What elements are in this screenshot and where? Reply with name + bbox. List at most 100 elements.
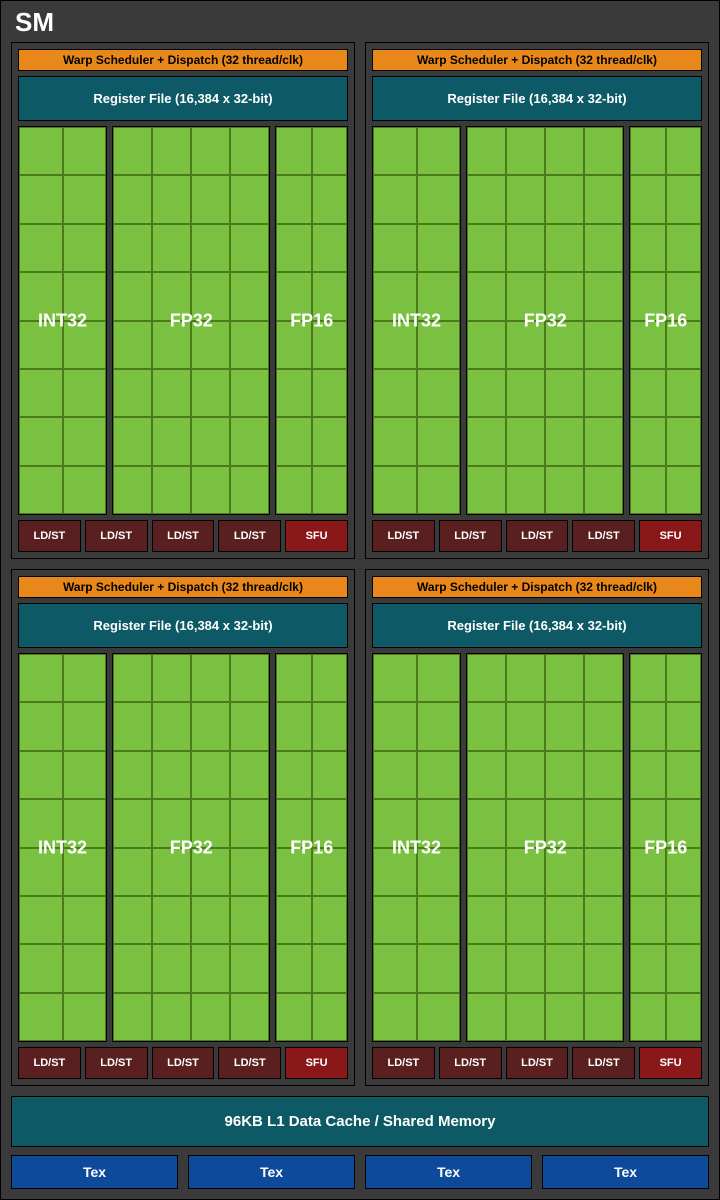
fp16-label: FP16 bbox=[644, 310, 687, 331]
core-cell bbox=[467, 702, 506, 750]
int32-label: INT32 bbox=[392, 837, 441, 858]
core-cell bbox=[506, 466, 545, 514]
core-cell bbox=[113, 224, 152, 272]
core-cell bbox=[113, 127, 152, 175]
core-cell bbox=[584, 417, 623, 465]
int32-column: INT32 bbox=[372, 126, 461, 515]
core-cell bbox=[417, 369, 461, 417]
core-cell bbox=[230, 799, 269, 847]
core-cell bbox=[63, 702, 107, 750]
fp16-label: FP16 bbox=[290, 310, 333, 331]
units-row: LD/STLD/STLD/STLD/STSFU bbox=[18, 1047, 348, 1079]
sfu-unit: SFU bbox=[285, 1047, 348, 1079]
core-cell bbox=[584, 993, 623, 1041]
core-cell bbox=[506, 369, 545, 417]
core-cell bbox=[152, 369, 191, 417]
core-cell bbox=[19, 224, 63, 272]
sfu-unit: SFU bbox=[285, 520, 348, 552]
core-cell bbox=[63, 175, 107, 223]
units-row: LD/STLD/STLD/STLD/STSFU bbox=[372, 1047, 702, 1079]
sm-title: SM bbox=[15, 7, 709, 38]
core-cell bbox=[152, 127, 191, 175]
core-cell bbox=[276, 466, 311, 514]
core-cell bbox=[545, 369, 584, 417]
core-cell bbox=[373, 417, 417, 465]
register-file: Register File (16,384 x 32-bit) bbox=[18, 603, 348, 648]
core-cell bbox=[630, 654, 665, 702]
core-cell bbox=[230, 417, 269, 465]
core-cell bbox=[467, 751, 506, 799]
core-cell bbox=[312, 993, 347, 1041]
core-cell bbox=[545, 417, 584, 465]
core-cell bbox=[19, 993, 63, 1041]
core-cell bbox=[113, 417, 152, 465]
core-cell bbox=[666, 654, 701, 702]
core-cell bbox=[230, 321, 269, 369]
core-cell bbox=[312, 175, 347, 223]
core-cell bbox=[276, 654, 311, 702]
ldst-unit: LD/ST bbox=[506, 520, 569, 552]
ldst-unit: LD/ST bbox=[218, 1047, 281, 1079]
core-cell bbox=[19, 702, 63, 750]
core-cell bbox=[373, 127, 417, 175]
int32-column: INT32 bbox=[18, 126, 107, 515]
core-cell bbox=[373, 702, 417, 750]
fp32-label: FP32 bbox=[524, 837, 567, 858]
core-cell bbox=[113, 466, 152, 514]
core-cell bbox=[467, 799, 506, 847]
core-cell bbox=[630, 417, 665, 465]
core-cell bbox=[312, 654, 347, 702]
warp-scheduler: Warp Scheduler + Dispatch (32 thread/clk… bbox=[372, 576, 702, 598]
warp-scheduler: Warp Scheduler + Dispatch (32 thread/clk… bbox=[372, 49, 702, 71]
core-cell bbox=[506, 175, 545, 223]
core-cell bbox=[630, 127, 665, 175]
core-cell bbox=[584, 175, 623, 223]
cores-row: INT32FP32 FP16 bbox=[18, 126, 348, 515]
core-cell bbox=[584, 654, 623, 702]
tex-unit: Tex bbox=[188, 1155, 355, 1189]
core-cell bbox=[467, 272, 506, 320]
fp32-column: FP32 bbox=[112, 653, 270, 1042]
core-cell bbox=[63, 993, 107, 1041]
core-cell bbox=[584, 224, 623, 272]
ldst-unit: LD/ST bbox=[85, 520, 148, 552]
core-cell bbox=[152, 466, 191, 514]
core-cell bbox=[230, 175, 269, 223]
core-cell bbox=[19, 944, 63, 992]
core-cell bbox=[312, 751, 347, 799]
fp16-label: FP16 bbox=[644, 837, 687, 858]
core-cell bbox=[230, 896, 269, 944]
tex-unit: Tex bbox=[11, 1155, 178, 1189]
core-cell bbox=[276, 896, 311, 944]
core-cell bbox=[666, 175, 701, 223]
core-cell bbox=[506, 896, 545, 944]
core-cell bbox=[230, 466, 269, 514]
ldst-unit: LD/ST bbox=[372, 520, 435, 552]
fp32-column: FP32 bbox=[112, 126, 270, 515]
core-cell bbox=[417, 896, 461, 944]
core-cell bbox=[417, 944, 461, 992]
core-cell bbox=[19, 127, 63, 175]
fp32-label: FP32 bbox=[170, 837, 213, 858]
core-cell bbox=[630, 175, 665, 223]
core-cell bbox=[630, 896, 665, 944]
core-cell bbox=[113, 896, 152, 944]
core-cell bbox=[584, 944, 623, 992]
core-cell bbox=[417, 224, 461, 272]
warp-scheduler: Warp Scheduler + Dispatch (32 thread/clk… bbox=[18, 576, 348, 598]
core-cell bbox=[152, 751, 191, 799]
core-cell bbox=[312, 896, 347, 944]
core-cell bbox=[545, 224, 584, 272]
core-cell bbox=[19, 369, 63, 417]
core-cell bbox=[152, 175, 191, 223]
core-cell bbox=[417, 417, 461, 465]
core-cell bbox=[276, 175, 311, 223]
ldst-unit: LD/ST bbox=[85, 1047, 148, 1079]
core-cell bbox=[230, 993, 269, 1041]
ldst-unit: LD/ST bbox=[18, 1047, 81, 1079]
core-cell bbox=[230, 654, 269, 702]
core-cell bbox=[666, 417, 701, 465]
core-cell bbox=[230, 751, 269, 799]
core-cell bbox=[152, 944, 191, 992]
core-cell bbox=[191, 175, 230, 223]
